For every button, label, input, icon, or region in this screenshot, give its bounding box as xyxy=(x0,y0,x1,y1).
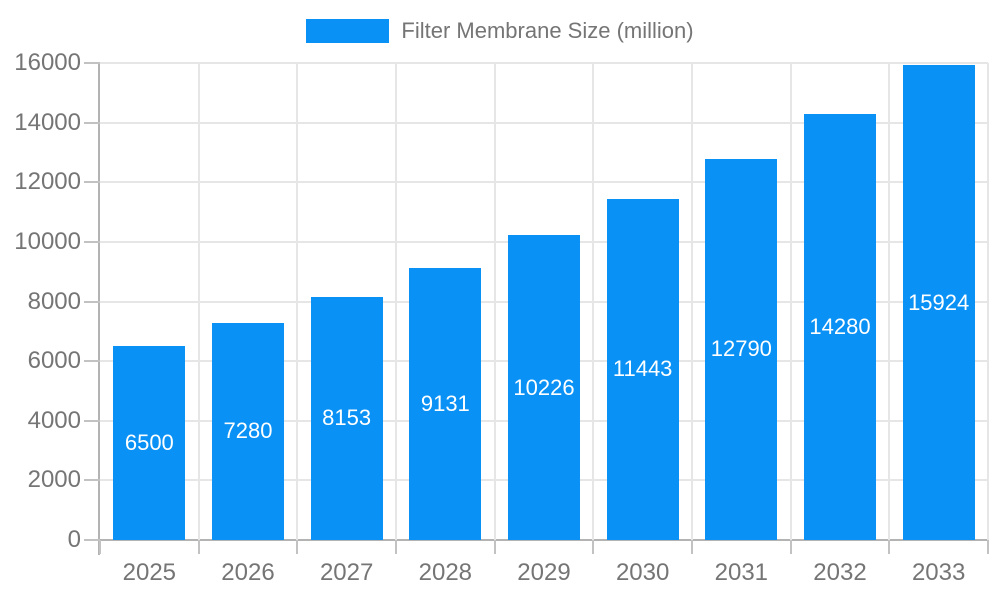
x-axis-tick xyxy=(99,540,101,554)
y-axis-tick-label: 6000 xyxy=(27,347,81,375)
gridline-vertical xyxy=(789,63,792,540)
y-axis-tick xyxy=(84,181,100,184)
x-axis-tick xyxy=(888,540,891,554)
gridline-vertical xyxy=(888,63,891,540)
x-axis-tick xyxy=(395,540,397,554)
bar-value-label: 15924 xyxy=(908,289,970,315)
y-axis-tick xyxy=(84,240,100,243)
y-axis-tick-label: 10000 xyxy=(14,227,81,255)
x-axis-tick xyxy=(987,540,989,554)
x-axis-line xyxy=(100,539,988,541)
bar-value-label: 12790 xyxy=(710,336,772,362)
gridline-vertical xyxy=(592,63,595,540)
x-axis-tick xyxy=(493,540,496,554)
x-axis-tick-label: 2027 xyxy=(319,559,374,586)
y-axis-tick xyxy=(84,62,100,64)
bar: 11443 xyxy=(606,198,679,540)
y-axis-tick xyxy=(84,419,100,422)
bar: 7280 xyxy=(212,322,284,540)
y-axis-tick-label: 12000 xyxy=(14,168,81,196)
y-axis-tick-label: 16000 xyxy=(14,49,81,76)
bar-value-label: 6500 xyxy=(124,430,174,456)
bar-value-label: 10226 xyxy=(513,374,575,400)
y-axis-line xyxy=(98,63,100,555)
y-axis-tick xyxy=(84,300,100,303)
gridline-horizontal xyxy=(100,121,988,124)
bar-value-label: 11443 xyxy=(612,356,673,382)
y-axis-tick-label: 2000 xyxy=(27,466,81,494)
bar: 12790 xyxy=(705,158,778,540)
bar: 15924 xyxy=(902,65,975,540)
x-axis-tick xyxy=(296,540,299,554)
y-axis-tick xyxy=(84,360,100,363)
x-axis-tick-label: 2029 xyxy=(517,559,571,586)
x-axis-tick xyxy=(789,540,792,554)
x-axis-tick-label: 2025 xyxy=(122,559,177,586)
y-axis-tick xyxy=(84,539,100,541)
y-axis-tick-label: 14000 xyxy=(14,108,81,136)
bar-value-label: 8153 xyxy=(322,405,372,431)
gridline-horizontal xyxy=(100,181,988,184)
plot-area: 6500 7280 8153 9131 10226 11443 12790 14280 1592… xyxy=(100,62,989,540)
x-axis-tick xyxy=(197,540,200,554)
gridline-vertical xyxy=(493,63,496,540)
x-axis-tick xyxy=(691,540,693,554)
gridline-vertical xyxy=(197,63,200,540)
bar: 10226 xyxy=(508,235,580,540)
bar: 8153 xyxy=(310,296,383,540)
x-axis-tick-label: 2032 xyxy=(813,559,867,586)
gridline-vertical xyxy=(691,63,693,540)
gridline-vertical xyxy=(395,63,397,540)
x-axis-tick xyxy=(592,540,595,554)
chart-legend: Filter Membrane Size (million) xyxy=(0,18,1000,44)
bar: 6500 xyxy=(113,346,186,540)
y-axis-tick-label: 8000 xyxy=(27,287,81,315)
bar: 14280 xyxy=(804,114,876,540)
y-axis-tick-label: 4000 xyxy=(27,406,81,434)
bar-value-label: 9131 xyxy=(420,390,470,416)
bar-value-label: 14280 xyxy=(809,314,871,340)
legend-swatch xyxy=(306,19,390,43)
legend-label: Filter Membrane Size (million) xyxy=(401,18,694,43)
bar: 9131 xyxy=(409,267,482,540)
x-axis-tick-label: 2026 xyxy=(221,559,275,586)
x-axis-tick-label: 2030 xyxy=(615,559,670,586)
gridline-horizontal xyxy=(100,62,988,64)
y-axis-tick xyxy=(84,479,100,482)
gridline-vertical xyxy=(296,63,299,540)
bar-value-label: 7280 xyxy=(223,418,273,444)
x-axis-tick-label: 2033 xyxy=(911,559,966,586)
x-axis-tick-label: 2031 xyxy=(714,559,769,586)
x-axis-tick-label: 2028 xyxy=(418,559,473,586)
y-axis-tick xyxy=(84,121,100,124)
gridline-vertical xyxy=(987,63,989,540)
y-axis-tick-label: 0 xyxy=(67,526,81,553)
